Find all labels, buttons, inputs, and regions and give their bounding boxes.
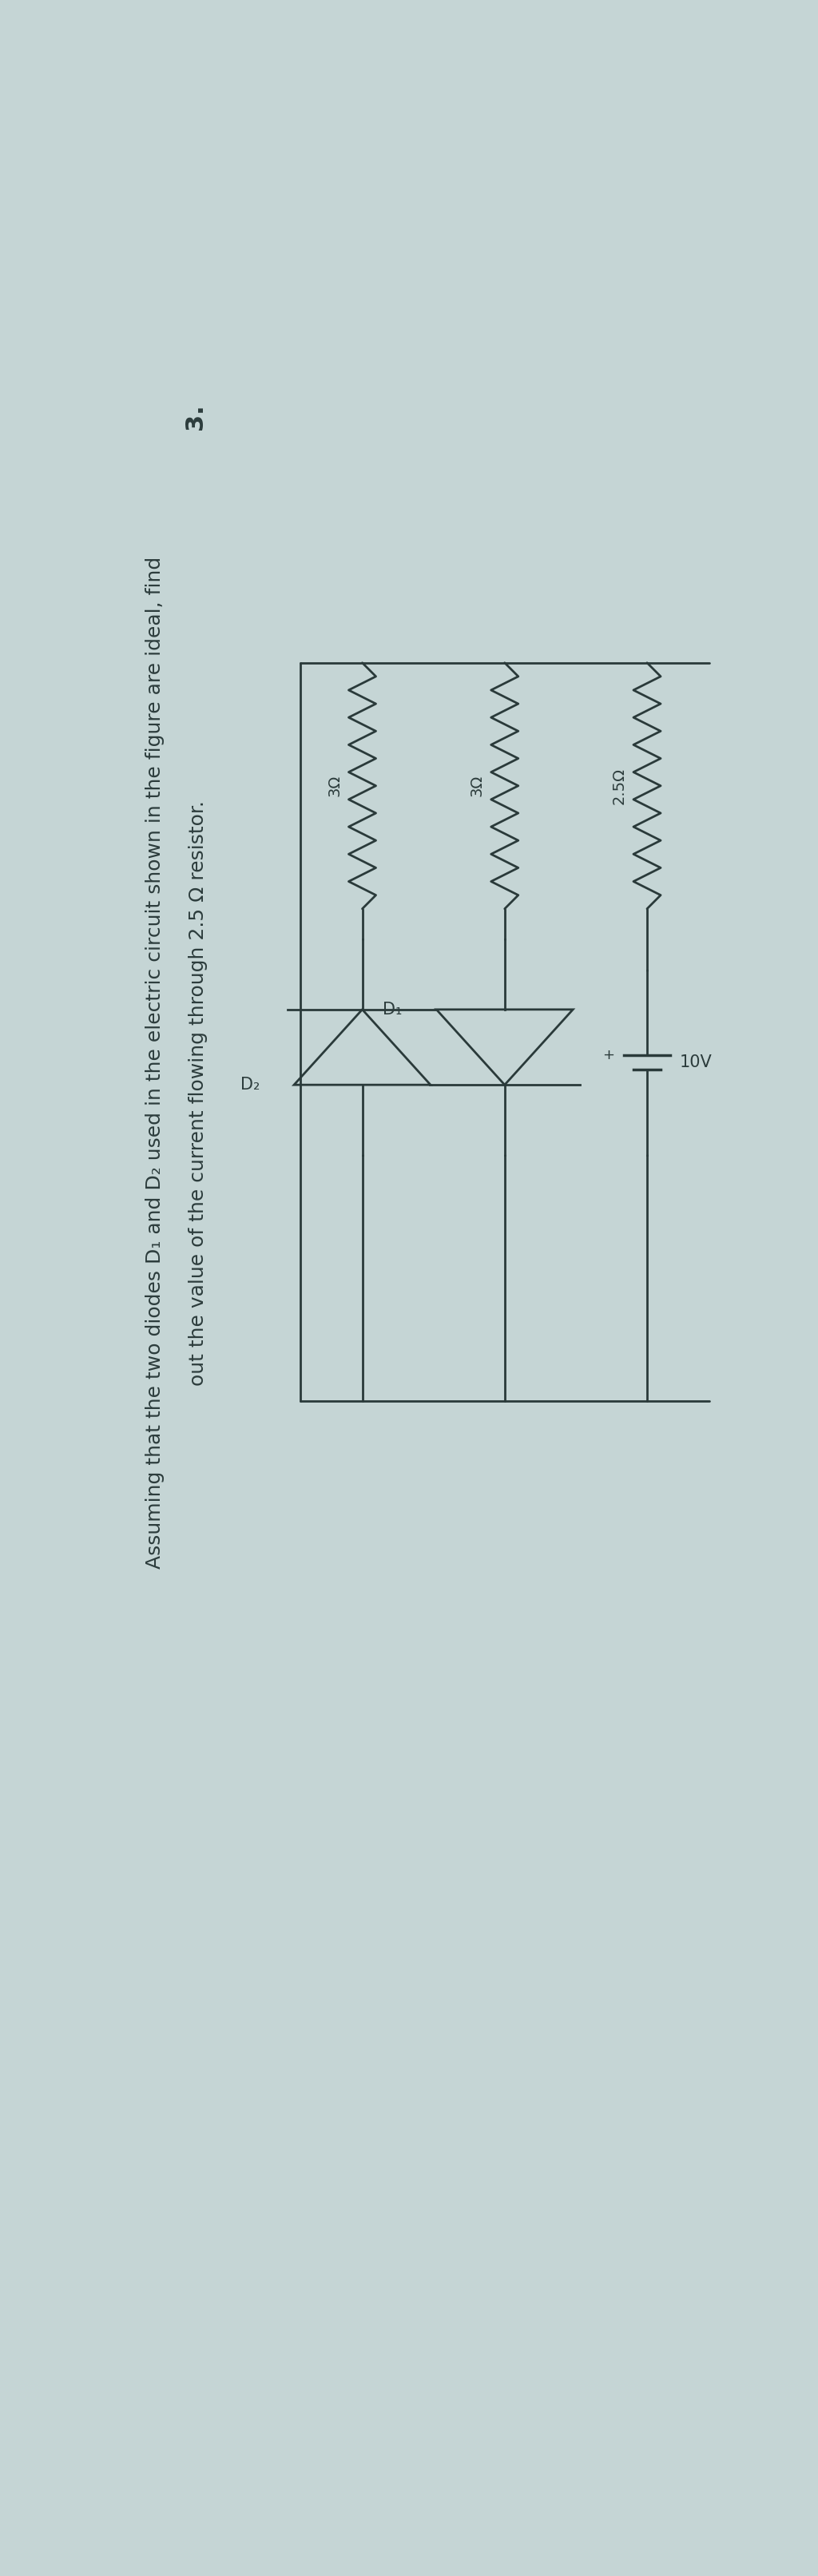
Text: 2.5Ω: 2.5Ω	[612, 768, 627, 804]
Text: D₂: D₂	[240, 1077, 260, 1092]
Text: 3Ω: 3Ω	[470, 775, 484, 796]
Text: +: +	[602, 1048, 614, 1061]
Text: 3Ω: 3Ω	[327, 775, 342, 796]
Text: 3.: 3.	[183, 404, 207, 430]
Text: D₁: D₁	[383, 1002, 402, 1018]
Text: Assuming that the two diodes D₁ and D₂ used in the electric circuit shown in the: Assuming that the two diodes D₁ and D₂ u…	[146, 556, 164, 1569]
Text: 10V: 10V	[680, 1054, 712, 1072]
Text: out the value of the current flowing through 2.5 Ω resistor.: out the value of the current flowing thr…	[189, 801, 208, 1386]
